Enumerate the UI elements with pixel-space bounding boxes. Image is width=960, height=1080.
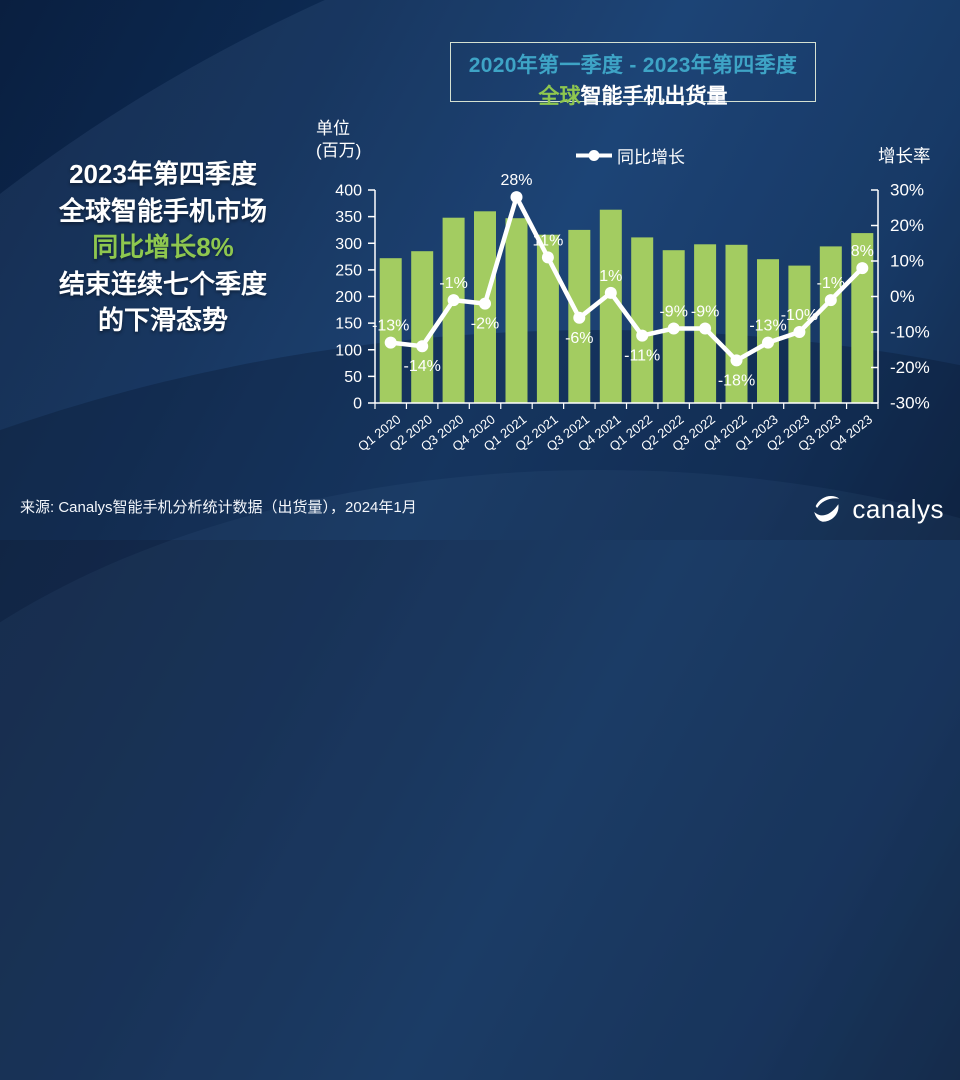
growth-label: 1% xyxy=(599,268,622,285)
growth-point-Q1-2020 xyxy=(384,336,397,349)
right-axis-title: 增长率 xyxy=(878,146,931,166)
growth-label: -11% xyxy=(624,348,660,365)
growth-point-Q4-2021 xyxy=(604,286,617,299)
canalys-logo-icon xyxy=(814,496,840,522)
growth-label: -10% xyxy=(781,307,818,324)
bar-Q2-2021 xyxy=(536,234,559,403)
right-axis-tick-label: -10% xyxy=(890,323,930,342)
growth-point-Q2-2022 xyxy=(667,322,680,335)
right-axis-tick-label: 0% xyxy=(890,287,915,306)
canalys-logo: canalys xyxy=(810,492,944,526)
growth-point-Q2-2021 xyxy=(541,251,554,264)
growth-point-Q4-2020 xyxy=(479,297,491,310)
bar-Q1-2023 xyxy=(757,259,779,403)
right-axis-tick-label: -20% xyxy=(890,358,930,377)
left-axis-tick-label: 250 xyxy=(335,262,362,279)
left-axis-tick-label: 150 xyxy=(335,316,362,333)
growth-label: -14% xyxy=(404,358,441,375)
growth-point-Q2-2020 xyxy=(416,340,429,353)
left-axis-tick-label: 200 xyxy=(335,289,362,306)
growth-point-Q3-2021 xyxy=(573,311,586,324)
growth-point-Q3-2023 xyxy=(824,294,837,307)
growth-label: -9% xyxy=(691,304,719,321)
bar-Q1-2020 xyxy=(379,258,402,403)
growth-point-Q4-2023 xyxy=(856,262,869,275)
growth-point-Q2-2023 xyxy=(793,326,806,338)
chart-title-box: 2020年第一季度 - 2023年第四季度 全球智能手机出货量 xyxy=(450,42,816,108)
bar-Q3-2020 xyxy=(442,217,465,403)
growth-label: -13% xyxy=(372,318,409,335)
headline-line: 同比增长8% xyxy=(92,232,234,262)
chart-title-subject-rest: 智能手机出货量 xyxy=(580,85,728,108)
headline-line: 结束连续七个季度 xyxy=(58,268,267,299)
growth-label: 8% xyxy=(851,243,874,260)
right-axis-tick-label: 30% xyxy=(890,181,924,200)
headline-line: 的下滑态势 xyxy=(97,305,228,335)
legend: 同比增长 xyxy=(576,143,685,168)
right-axis-tick-label: -30% xyxy=(890,394,930,413)
growth-point-Q3-2020 xyxy=(447,294,460,307)
left-axis-tick-label: 350 xyxy=(335,209,362,226)
right-axis-tick-label: 20% xyxy=(890,216,924,235)
line-series-marker-icon xyxy=(576,150,612,161)
bar-Q2-2020 xyxy=(411,251,434,403)
growth-point-Q4-2022 xyxy=(730,354,743,367)
left-axis-tick-label: 0 xyxy=(353,396,362,413)
right-axis-tick-label: 10% xyxy=(890,252,924,271)
combo-chart: 40035030025020015010050030%20%10%0%-10%-… xyxy=(335,172,930,413)
growth-label: -1% xyxy=(817,275,845,292)
growth-point-Q1-2023 xyxy=(762,336,774,349)
left-axis-title: 单位 (百万) xyxy=(316,119,362,160)
growth-point-Q1-2022 xyxy=(636,329,649,342)
growth-label: 28% xyxy=(500,172,532,189)
canalys-logo-text: canalys xyxy=(852,493,944,524)
growth-label: -1% xyxy=(439,275,467,292)
growth-point-Q1-2021 xyxy=(510,191,523,204)
bar-Q1-2022 xyxy=(631,237,654,403)
left-axis-tick-label: 50 xyxy=(344,369,362,386)
legend-label: 同比增长 xyxy=(617,148,685,167)
growth-line xyxy=(388,194,865,363)
left-axis-tick-label: 300 xyxy=(335,236,362,253)
bar-Q3-2023 xyxy=(819,246,842,403)
growth-label: -6% xyxy=(565,330,593,347)
bar-Q4-2022 xyxy=(725,244,748,403)
chart-title-subject-highlight: 全球 xyxy=(538,85,581,108)
growth-label: -9% xyxy=(659,304,687,321)
growth-label: -13% xyxy=(749,318,786,335)
growth-label: -18% xyxy=(718,372,755,389)
headline: 2023年第四季度 全球智能手机市场 同比增长8% 结束连续七个季度 的下滑态势 xyxy=(15,156,311,339)
left-axis-tick-label: 400 xyxy=(335,183,362,200)
bar-Q1-2021 xyxy=(505,218,528,403)
chart-title-subject: 全球智能手机出货量 xyxy=(451,80,815,110)
growth-point-Q3-2022 xyxy=(699,322,712,335)
headline-line: 2023年第四季度 xyxy=(69,159,257,189)
bar-Q4-2021 xyxy=(599,209,622,403)
headline-line: 全球智能手机市场 xyxy=(58,195,267,226)
source-note: 来源: Canalys智能手机分析统计数据（出货量），2024年1月 xyxy=(20,499,417,516)
growth-label: 11% xyxy=(532,232,563,249)
left-axis-tick-label: 100 xyxy=(335,342,362,359)
chart-title-period: 2020年第一季度 - 2023年第四季度 xyxy=(468,54,798,77)
growth-label: -2% xyxy=(471,316,499,333)
bg-swoosh-bottom xyxy=(0,470,960,1080)
